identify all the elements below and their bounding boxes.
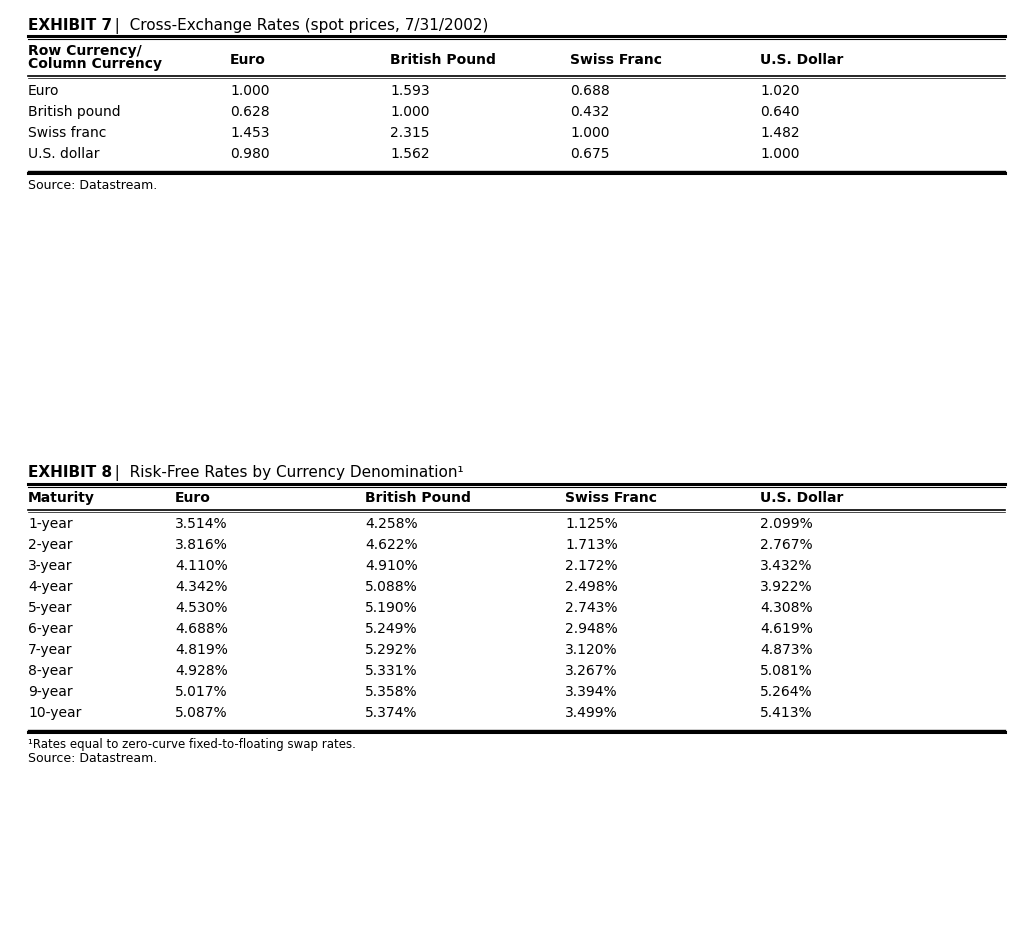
Text: 1.713%: 1.713% [565, 538, 618, 552]
Text: 0.980: 0.980 [230, 147, 269, 161]
Text: 3.394%: 3.394% [565, 685, 617, 699]
Text: 7-year: 7-year [28, 643, 72, 657]
Text: 1.000: 1.000 [570, 126, 610, 140]
Text: 3.922%: 3.922% [760, 580, 812, 594]
Text: 5.413%: 5.413% [760, 706, 812, 720]
Text: 8-year: 8-year [28, 664, 72, 678]
Text: 4.110%: 4.110% [175, 559, 228, 573]
Text: 2.498%: 2.498% [565, 580, 618, 594]
Text: Row Currency/: Row Currency/ [28, 44, 141, 58]
Text: ¹Rates equal to zero-curve fixed-to-floating swap rates.: ¹Rates equal to zero-curve fixed-to-floa… [28, 738, 356, 751]
Text: 4.342%: 4.342% [175, 580, 227, 594]
Text: 5.374%: 5.374% [365, 706, 418, 720]
Text: 4.819%: 4.819% [175, 643, 228, 657]
Text: 3.120%: 3.120% [565, 643, 617, 657]
Text: Euro: Euro [28, 84, 60, 98]
Text: 0.432: 0.432 [570, 105, 609, 119]
Text: 6-year: 6-year [28, 622, 72, 636]
Text: 3.499%: 3.499% [565, 706, 618, 720]
Text: 4.530%: 4.530% [175, 601, 227, 615]
Text: 1.562: 1.562 [390, 147, 429, 161]
Text: 9-year: 9-year [28, 685, 72, 699]
Text: 4.910%: 4.910% [365, 559, 418, 573]
Text: 4.258%: 4.258% [365, 517, 418, 531]
Text: 5.081%: 5.081% [760, 664, 813, 678]
Text: 4.873%: 4.873% [760, 643, 812, 657]
Text: 3-year: 3-year [28, 559, 72, 573]
Text: 1.482: 1.482 [760, 126, 800, 140]
Text: 0.688: 0.688 [570, 84, 610, 98]
Text: 1.000: 1.000 [390, 105, 429, 119]
Text: 1-year: 1-year [28, 517, 72, 531]
Text: 2.172%: 2.172% [565, 559, 617, 573]
Text: 4.619%: 4.619% [760, 622, 813, 636]
Text: 5.249%: 5.249% [365, 622, 418, 636]
Text: 5.331%: 5.331% [365, 664, 418, 678]
Text: Source: Datastream.: Source: Datastream. [28, 752, 157, 765]
Text: 2.099%: 2.099% [760, 517, 813, 531]
Text: British Pound: British Pound [390, 53, 495, 67]
Text: 1.453: 1.453 [230, 126, 269, 140]
Text: 3.514%: 3.514% [175, 517, 228, 531]
Text: 2.767%: 2.767% [760, 538, 812, 552]
Text: 2.743%: 2.743% [565, 601, 617, 615]
Text: 5.264%: 5.264% [760, 685, 812, 699]
Text: 0.628: 0.628 [230, 105, 269, 119]
Text: 1.020: 1.020 [760, 84, 800, 98]
Text: 5-year: 5-year [28, 601, 72, 615]
Text: 5.358%: 5.358% [365, 685, 418, 699]
Text: 4.688%: 4.688% [175, 622, 228, 636]
Text: Swiss franc: Swiss franc [28, 126, 106, 140]
Text: 1.000: 1.000 [760, 147, 800, 161]
Text: 0.640: 0.640 [760, 105, 800, 119]
Text: EXHIBIT 7: EXHIBIT 7 [28, 18, 112, 33]
Text: 3.267%: 3.267% [565, 664, 617, 678]
Text: British pound: British pound [28, 105, 121, 119]
Text: 5.292%: 5.292% [365, 643, 418, 657]
Text: Source: Datastream.: Source: Datastream. [28, 179, 157, 192]
Text: 4-year: 4-year [28, 580, 72, 594]
Text: 2.948%: 2.948% [565, 622, 618, 636]
Text: Swiss Franc: Swiss Franc [565, 491, 657, 505]
Text: 10-year: 10-year [28, 706, 82, 720]
Text: 5.088%: 5.088% [365, 580, 418, 594]
Text: 1.125%: 1.125% [565, 517, 618, 531]
Text: 5.087%: 5.087% [175, 706, 228, 720]
Text: 1.593: 1.593 [390, 84, 429, 98]
Text: 5.190%: 5.190% [365, 601, 418, 615]
Text: 4.928%: 4.928% [175, 664, 228, 678]
Text: U.S. Dollar: U.S. Dollar [760, 53, 843, 67]
Text: U.S. dollar: U.S. dollar [28, 147, 99, 161]
Text: U.S. Dollar: U.S. Dollar [760, 491, 843, 505]
Text: |  Risk-Free Rates by Currency Denomination¹: | Risk-Free Rates by Currency Denominati… [105, 465, 463, 481]
Text: 4.308%: 4.308% [760, 601, 812, 615]
Text: EXHIBIT 8: EXHIBIT 8 [28, 465, 112, 480]
Text: 3.816%: 3.816% [175, 538, 228, 552]
Text: 2-year: 2-year [28, 538, 72, 552]
Text: 1.000: 1.000 [230, 84, 269, 98]
Text: 3.432%: 3.432% [760, 559, 812, 573]
Text: British Pound: British Pound [365, 491, 471, 505]
Text: Euro: Euro [175, 491, 211, 505]
Text: 4.622%: 4.622% [365, 538, 418, 552]
Text: 5.017%: 5.017% [175, 685, 228, 699]
Text: |  Cross-Exchange Rates (spot prices, 7/31/2002): | Cross-Exchange Rates (spot prices, 7/3… [105, 18, 488, 34]
Text: Swiss Franc: Swiss Franc [570, 53, 662, 67]
Text: 2.315: 2.315 [390, 126, 429, 140]
Text: Maturity: Maturity [28, 491, 95, 505]
Text: Column Currency: Column Currency [28, 57, 162, 71]
Text: 0.675: 0.675 [570, 147, 610, 161]
Text: Euro: Euro [230, 53, 266, 67]
